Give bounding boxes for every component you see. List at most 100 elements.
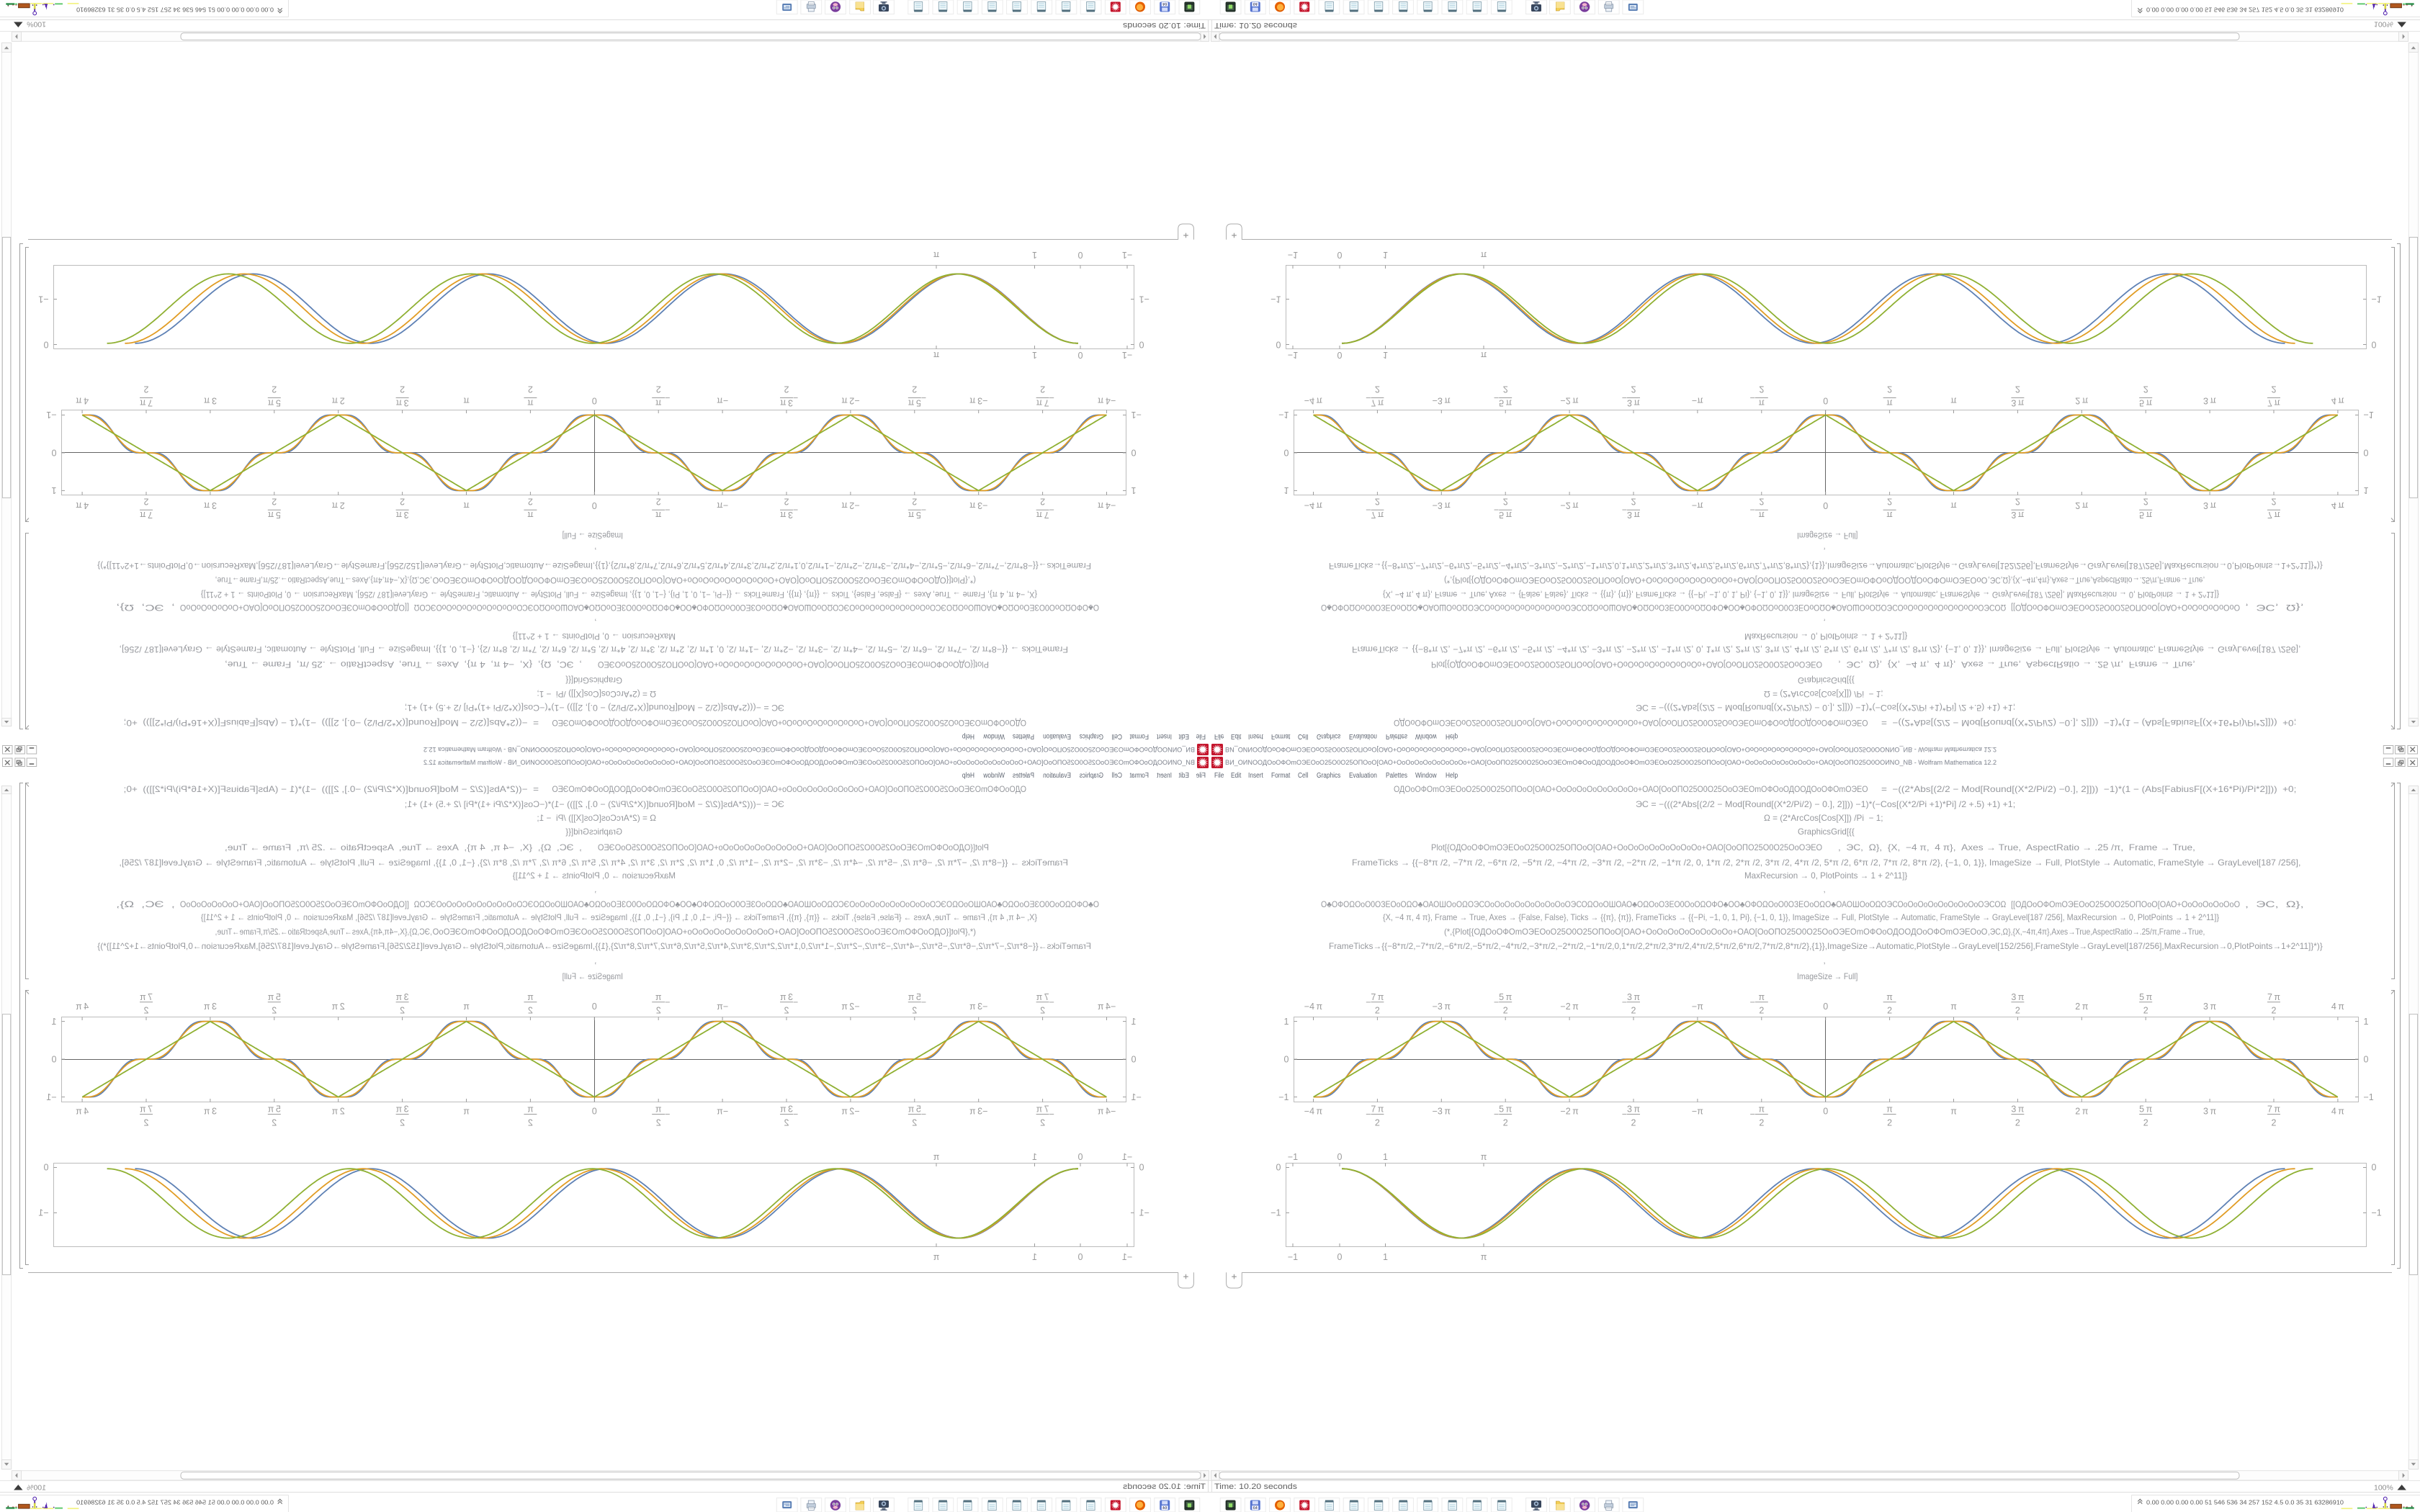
svg-text:2 π: 2 π (2075, 500, 2088, 510)
svg-text:−2 π: −2 π (1560, 1002, 1579, 1012)
svg-text:5 π: 5 π (1499, 992, 1512, 1002)
svg-text:2: 2 (1375, 496, 1380, 506)
svg-text:5 π: 5 π (908, 992, 920, 1002)
svg-text:−: − (1366, 1110, 1371, 1120)
svg-text:0: 0 (2364, 448, 2369, 458)
svg-text:−1: −1 (38, 1208, 48, 1218)
svg-text:−1: −1 (1139, 294, 1149, 304)
svg-text:2: 2 (1375, 1118, 1380, 1128)
svg-text:−π: −π (1692, 500, 1703, 510)
svg-text:100%: 100% (2374, 1484, 2393, 1493)
svg-text:2: 2 (1631, 496, 1636, 506)
svg-text:2: 2 (784, 1118, 789, 1128)
svg-text:3 π: 3 π (2203, 1002, 2216, 1012)
svg-text:2: 2 (1503, 1006, 1508, 1016)
svg-text:−π: −π (717, 1107, 728, 1117)
svg-text:−: − (1494, 1110, 1499, 1120)
svg-text:−: − (1750, 505, 1755, 515)
svg-text:2: 2 (1375, 1006, 1380, 1016)
svg-text:2: 2 (143, 496, 148, 506)
svg-text:3 π: 3 π (2011, 992, 2024, 1002)
svg-text:−: − (921, 997, 926, 1007)
svg-text:π: π (527, 1104, 534, 1115)
svg-text:−: − (665, 505, 670, 515)
svg-text:7 π: 7 π (140, 1104, 153, 1115)
svg-text:3 π: 3 π (2203, 395, 2216, 405)
svg-text:−: − (1622, 505, 1627, 515)
svg-text:π: π (933, 1252, 939, 1262)
svg-text:2: 2 (784, 1006, 789, 1016)
svg-text:π: π (933, 1152, 939, 1162)
svg-text:3 π: 3 π (2011, 397, 2024, 408)
svg-text:π: π (463, 1002, 470, 1012)
svg-text:2: 2 (1040, 1118, 1045, 1128)
svg-text:3 π: 3 π (780, 992, 793, 1002)
svg-text:−1: −1 (1131, 410, 1141, 420)
svg-text:3 π: 3 π (2203, 500, 2216, 510)
svg-text:−: − (793, 997, 798, 1007)
svg-text:2: 2 (1887, 496, 1892, 506)
svg-text:7 π: 7 π (2267, 397, 2280, 408)
svg-text:1: 1 (1032, 250, 1037, 260)
svg-text:7 π: 7 π (1371, 1104, 1384, 1115)
svg-text:π: π (1481, 250, 1487, 260)
svg-text:−: − (1494, 997, 1499, 1007)
svg-text:0: 0 (1823, 500, 1828, 510)
svg-text:1: 1 (1383, 250, 1388, 260)
svg-text:5 π: 5 π (1499, 510, 1512, 520)
svg-text:−2 π: −2 π (1560, 500, 1579, 510)
svg-text:3 π: 3 π (2011, 1104, 2024, 1115)
svg-text:3 π: 3 π (1627, 510, 1640, 520)
svg-text:1: 1 (1383, 1252, 1388, 1262)
svg-text:π: π (1950, 395, 1957, 405)
svg-text:2: 2 (2143, 496, 2148, 506)
svg-text:−1: −1 (46, 1092, 56, 1102)
svg-text:2: 2 (2272, 1006, 2277, 1016)
svg-text:2: 2 (2015, 1006, 2020, 1016)
svg-text:2: 2 (1887, 1006, 1892, 1016)
svg-text:2: 2 (1759, 1118, 1764, 1128)
svg-text:5 π: 5 π (2139, 1104, 2152, 1115)
svg-text:0: 0 (44, 339, 49, 349)
svg-text:0.00 0.00 0.00 0.00 51 546: 0.00 0.00 0.00 0.00 51 546 536 34 257 15… (76, 1498, 274, 1506)
svg-text:5 π: 5 π (1499, 1104, 1512, 1115)
svg-text:2: 2 (272, 1006, 277, 1016)
svg-text:−2 π: −2 π (841, 500, 860, 510)
svg-text:2: 2 (2143, 1118, 2148, 1128)
svg-text:0: 0 (1276, 339, 1281, 349)
svg-text:−1: −1 (1122, 1252, 1132, 1262)
svg-text:7 π: 7 π (1036, 510, 1049, 520)
svg-text:3 π: 3 π (2203, 1107, 2216, 1117)
svg-text:2: 2 (2143, 384, 2148, 395)
svg-text:4 π: 4 π (2331, 500, 2344, 510)
svg-text:4 π: 4 π (2331, 1107, 2344, 1117)
svg-text:−π: −π (1692, 1107, 1703, 1117)
svg-text:2: 2 (912, 384, 917, 395)
svg-text:2: 2 (400, 384, 405, 395)
svg-text:−: − (1750, 997, 1755, 1007)
svg-text:7 π: 7 π (140, 397, 153, 408)
svg-text:5 π: 5 π (2139, 397, 2152, 408)
svg-text:π: π (655, 1104, 662, 1115)
svg-text:π: π (655, 397, 662, 408)
svg-text:2: 2 (1759, 384, 1764, 395)
svg-text:2 π: 2 π (331, 500, 344, 510)
svg-text:−3 π: −3 π (969, 395, 988, 405)
svg-text:0: 0 (592, 1002, 597, 1012)
svg-text:0: 0 (1077, 1152, 1083, 1162)
svg-text:2: 2 (1759, 1006, 1764, 1016)
svg-text:7 π: 7 π (1036, 992, 1049, 1002)
svg-text:0: 0 (592, 395, 597, 405)
svg-text:−: − (1494, 505, 1499, 515)
svg-text:π: π (1758, 1104, 1765, 1115)
svg-text:−1: −1 (1122, 250, 1132, 260)
svg-text:0: 0 (1131, 1054, 1136, 1064)
svg-text:−π: −π (1692, 395, 1703, 405)
svg-text:−: − (793, 392, 798, 402)
svg-text:0: 0 (1823, 1002, 1828, 1012)
svg-text:2: 2 (528, 1006, 533, 1016)
svg-text:5 π: 5 π (908, 510, 920, 520)
svg-text:2: 2 (784, 384, 789, 395)
svg-text:2: 2 (2272, 384, 2277, 395)
svg-text:3 π: 3 π (1627, 397, 1640, 408)
